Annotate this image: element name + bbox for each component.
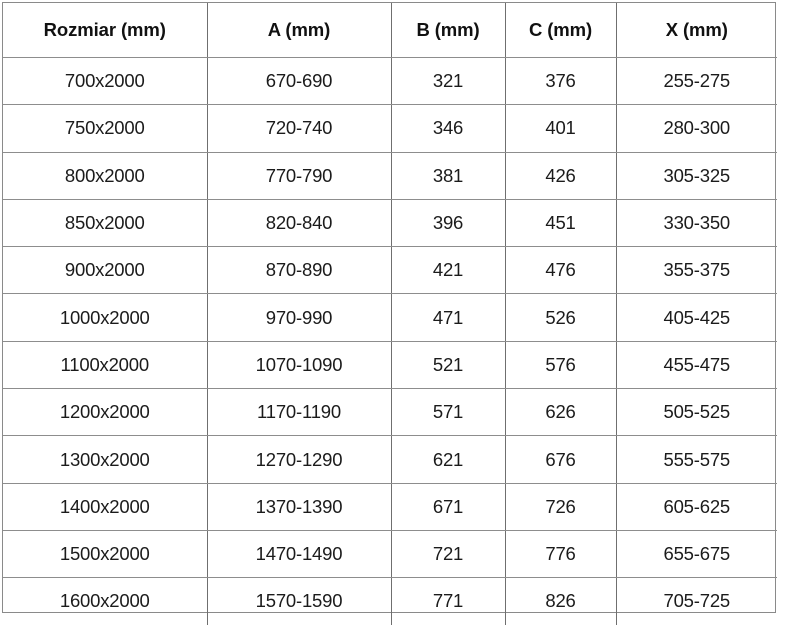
cell-a: 1270-1290: [207, 435, 392, 484]
table-row: 1000x2000 970-990 471 526 405-425: [3, 293, 777, 342]
table-row: 1500x2000 1470-1490 721 776 655-675: [3, 530, 777, 579]
cell-b: 671: [391, 483, 506, 531]
cell-x: 605-625: [616, 483, 777, 531]
cell-size: 1500x2000: [3, 530, 208, 579]
table-row: 700x2000 670-690 321 376 255-275: [3, 57, 777, 106]
cell-b: 571: [391, 388, 506, 437]
cell-x: 405-425: [616, 293, 777, 342]
size-table: Rozmiar (mm) A (mm) B (mm) C (mm) X (mm)…: [3, 3, 777, 625]
cell-a: 970-990: [207, 293, 392, 342]
cell-x: 455-475: [616, 341, 777, 390]
table-row: 850x2000 820-840 396 451 330-350: [3, 199, 777, 248]
cell-x: 355-375: [616, 246, 777, 295]
cell-b: 396: [391, 199, 506, 248]
cell-x: 255-275: [616, 57, 777, 106]
cell-size: 800x2000: [3, 152, 208, 200]
table-body: 700x2000 670-690 321 376 255-275 750x200…: [3, 57, 777, 625]
cell-a: 870-890: [207, 246, 392, 295]
cell-x: 555-575: [616, 435, 777, 484]
column-header-size: Rozmiar (mm): [3, 3, 208, 58]
cell-b: 421: [391, 246, 506, 295]
cell-size: 750x2000: [3, 104, 208, 153]
cell-c: 376: [505, 57, 617, 106]
cell-a: 1570-1590: [207, 577, 392, 625]
size-table-container: Rozmiar (mm) A (mm) B (mm) C (mm) X (mm)…: [2, 2, 777, 625]
cell-c: 526: [505, 293, 617, 342]
cell-x: 330-350: [616, 199, 777, 248]
cell-c: 476: [505, 246, 617, 295]
cell-size: 1400x2000: [3, 483, 208, 531]
cell-a: 1470-1490: [207, 530, 392, 579]
cell-size: 1100x2000: [3, 341, 208, 390]
cell-x: 705-725: [663, 590, 731, 612]
cell-c: 726: [505, 483, 617, 531]
cell-size: 1600x2000: [3, 577, 208, 625]
cell-b: 381: [391, 152, 506, 200]
table-row: 800x2000 770-790 381 426 305-325: [3, 152, 777, 200]
cell-c: 676: [505, 435, 617, 484]
table-row: 1400x2000 1370-1390 671 726 605-625: [3, 483, 777, 531]
cell-c: 776: [505, 530, 617, 579]
cell-size: 850x2000: [3, 199, 208, 248]
cell-c: 576: [505, 341, 617, 390]
cell-b: 771: [391, 577, 506, 625]
cell-x: 280-300: [616, 104, 777, 153]
cell-c: 401: [505, 104, 617, 153]
table-row: 1100x2000 1070-1090 521 576 455-475: [3, 341, 777, 390]
table-row: 1200x2000 1170-1190 571 626 505-525: [3, 388, 777, 437]
cell-b: 321: [391, 57, 506, 106]
cell-x: 505-525: [616, 388, 777, 437]
table-row: 1300x2000 1270-1290 621 676 555-575: [3, 435, 777, 484]
cell-a: 670-690: [207, 57, 392, 106]
table-header-row: Rozmiar (mm) A (mm) B (mm) C (mm) X (mm): [3, 3, 777, 58]
cell-b: 521: [391, 341, 506, 390]
table-row: 1600x2000 1570-1590 771 826 705-725: [3, 577, 777, 625]
table-header: Rozmiar (mm) A (mm) B (mm) C (mm) X (mm): [3, 3, 777, 58]
cell-a: 820-840: [207, 199, 392, 248]
cell-a: 1370-1390: [207, 483, 392, 531]
cell-size: 1300x2000: [3, 435, 208, 484]
cell-b: 621: [391, 435, 506, 484]
cell-size: 900x2000: [3, 246, 208, 295]
cell-c: 626: [505, 388, 617, 437]
cell-size: 1200x2000: [3, 388, 208, 437]
cell-x: 655-675: [616, 530, 777, 579]
cell-size: 1000x2000: [3, 293, 208, 342]
cell-c: 451: [505, 199, 617, 248]
column-header-c: C (mm): [505, 3, 617, 58]
cell-a: 770-790: [207, 152, 392, 200]
cell-size: 700x2000: [3, 57, 208, 106]
column-header-x: X (mm): [616, 3, 777, 58]
table-row: 750x2000 720-740 346 401 280-300: [3, 104, 777, 153]
cell-b: 721: [391, 530, 506, 579]
cell-c: 826: [505, 577, 617, 625]
cell-c: 426: [505, 152, 617, 200]
table-row: 900x2000 870-890 421 476 355-375: [3, 246, 777, 295]
cell-b: 471: [391, 293, 506, 342]
column-header-b: B (mm): [391, 3, 506, 58]
cell-b: 346: [391, 104, 506, 153]
cell-x: 305-325: [616, 152, 777, 200]
column-header-a: A (mm): [207, 3, 392, 58]
cell-a: 1070-1090: [207, 341, 392, 390]
cell-a: 1170-1190: [207, 388, 392, 437]
cell-a: 720-740: [207, 104, 392, 153]
